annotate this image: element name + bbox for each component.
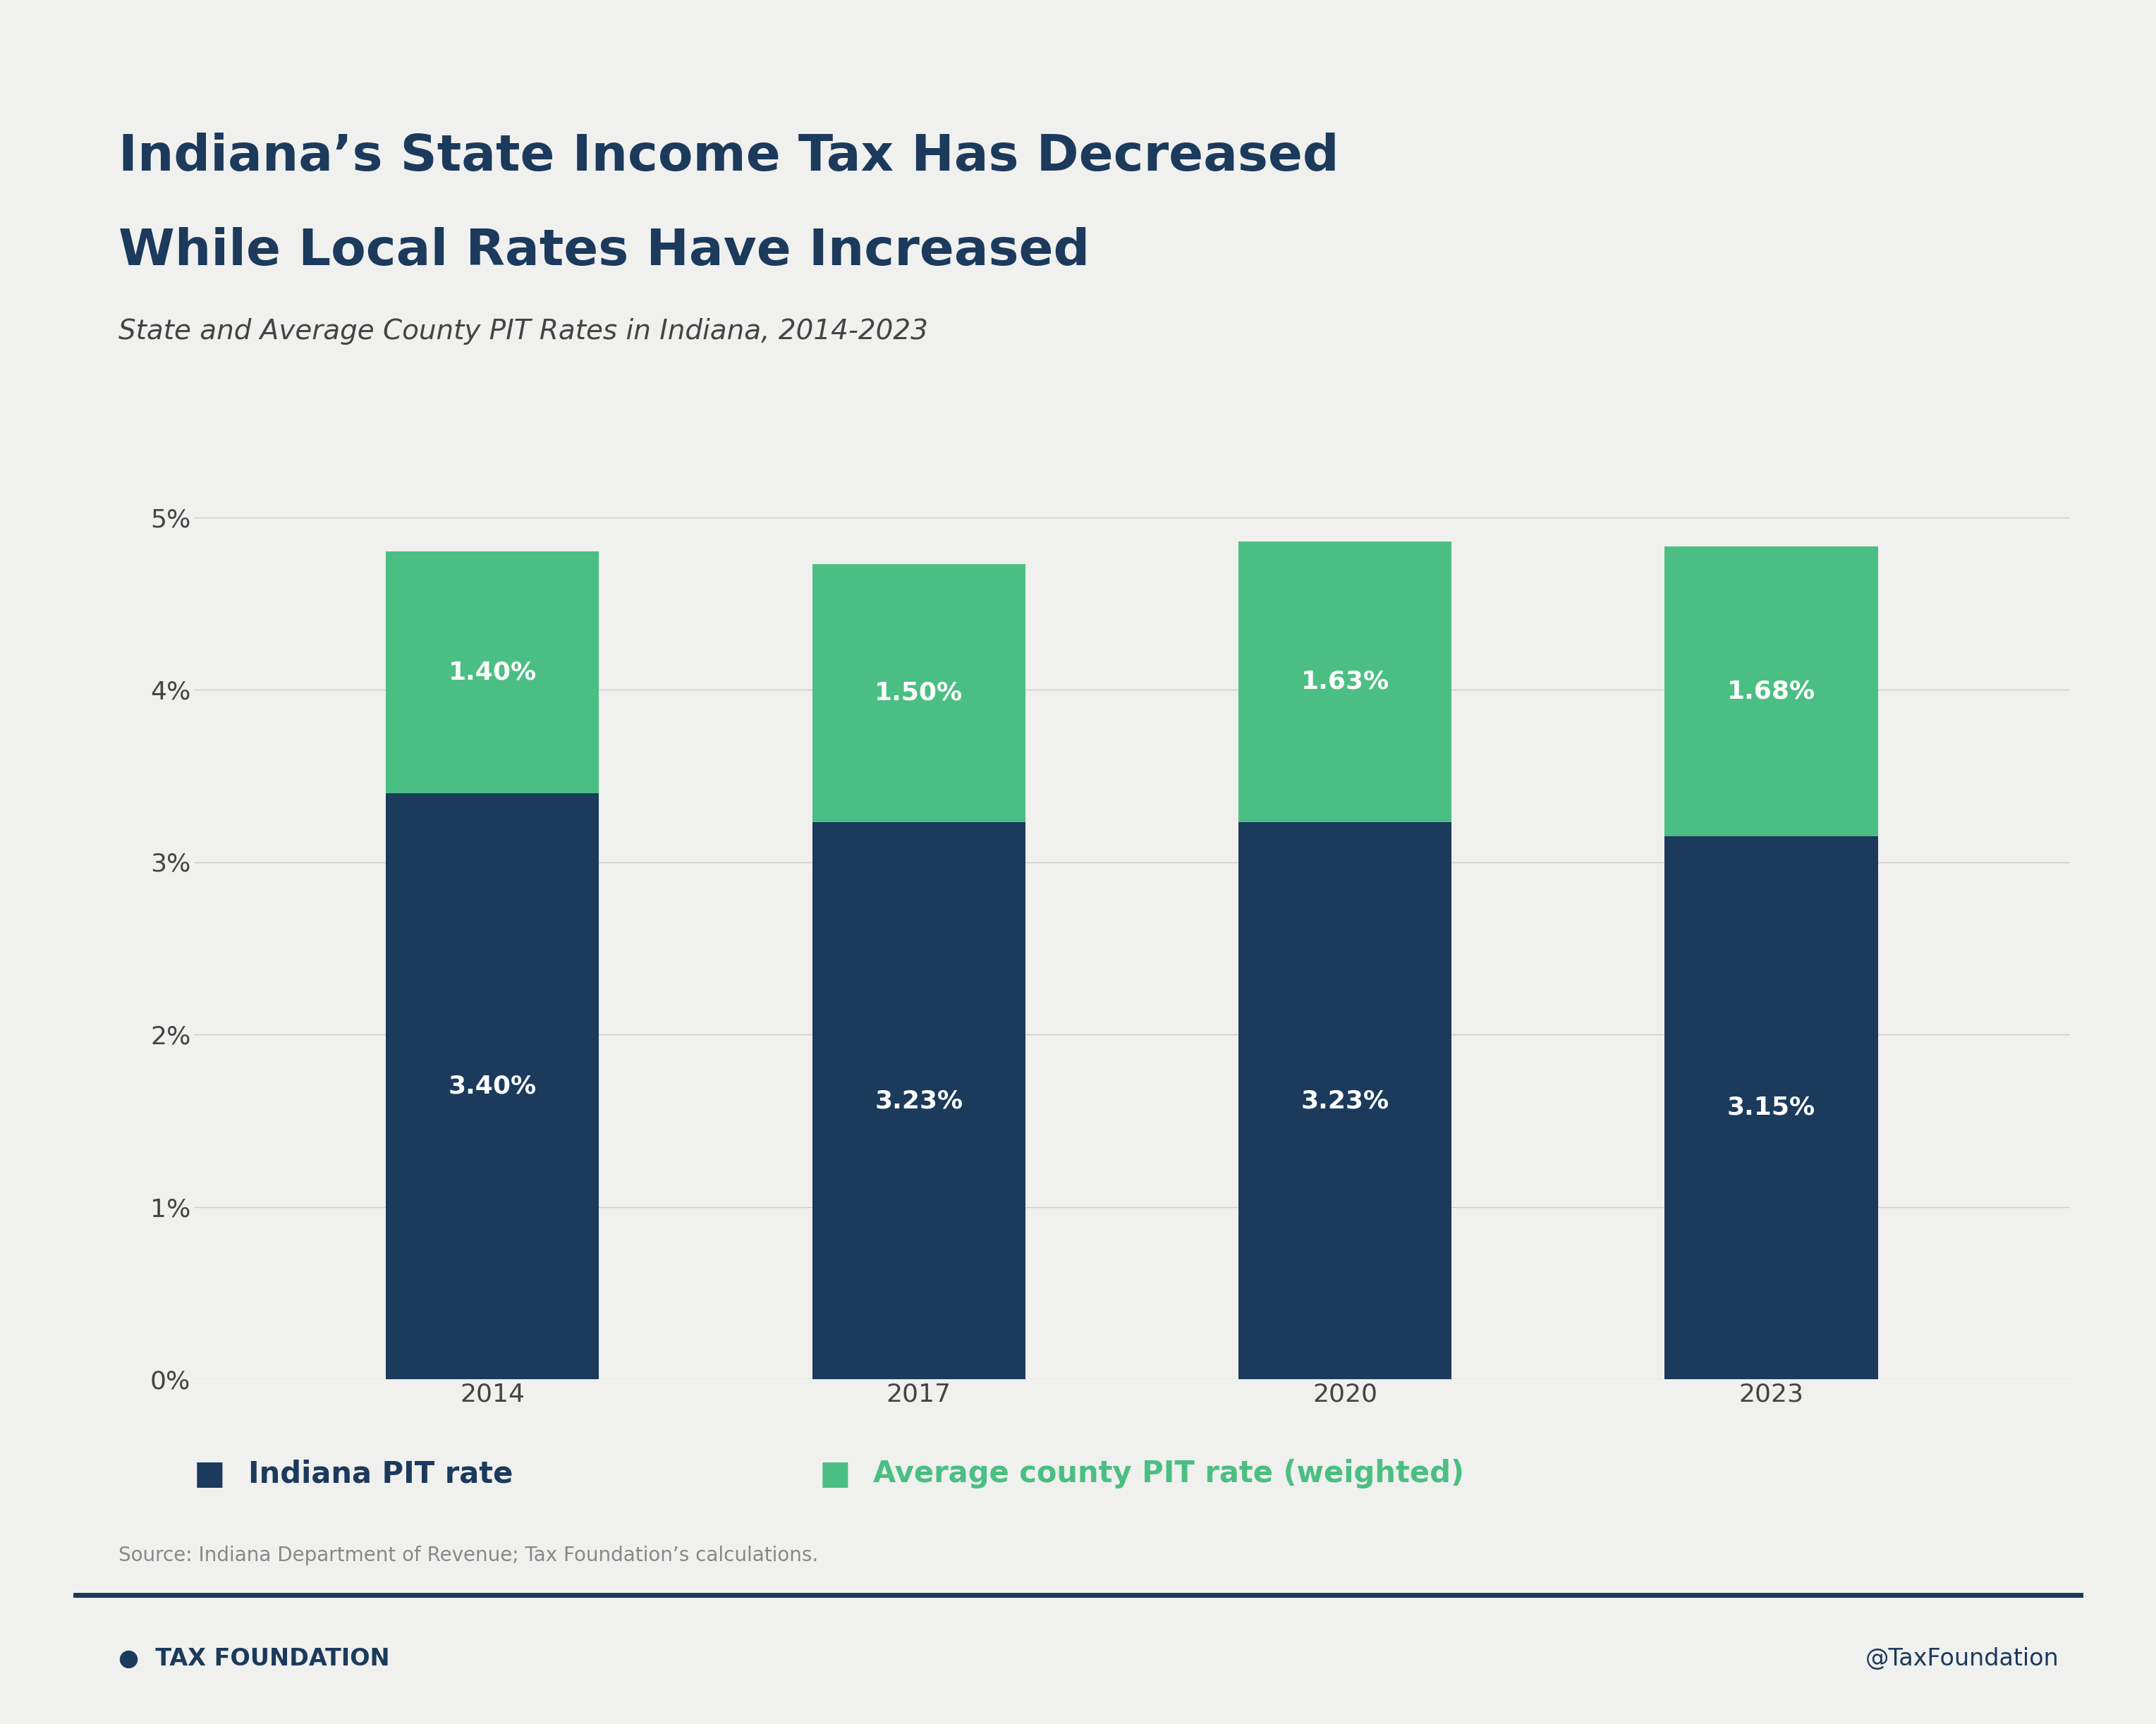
Text: Source: Indiana Department of Revenue; Tax Foundation’s calculations.: Source: Indiana Department of Revenue; T… bbox=[119, 1546, 819, 1565]
Bar bbox=[1664, 836, 1878, 1379]
Text: 3.23%: 3.23% bbox=[1300, 1090, 1388, 1112]
Text: ■: ■ bbox=[819, 1459, 852, 1490]
Bar bbox=[1238, 541, 1451, 822]
Text: 3.40%: 3.40% bbox=[448, 1074, 537, 1098]
Bar bbox=[813, 564, 1026, 822]
Text: While Local Rates Have Increased: While Local Rates Have Increased bbox=[119, 228, 1091, 276]
Text: Average county PIT rate (weighted): Average county PIT rate (weighted) bbox=[873, 1459, 1464, 1490]
Text: 3.23%: 3.23% bbox=[875, 1090, 964, 1112]
Text: 1.40%: 1.40% bbox=[448, 660, 537, 684]
Text: Indiana PIT rate: Indiana PIT rate bbox=[248, 1459, 513, 1490]
Text: ●  TAX FOUNDATION: ● TAX FOUNDATION bbox=[119, 1646, 390, 1671]
Text: 1.63%: 1.63% bbox=[1300, 671, 1388, 693]
Bar bbox=[386, 793, 599, 1379]
Text: ■: ■ bbox=[194, 1459, 226, 1490]
Text: State and Average County PIT Rates in Indiana, 2014-2023: State and Average County PIT Rates in In… bbox=[119, 317, 927, 345]
Text: @TaxFoundation: @TaxFoundation bbox=[1865, 1646, 2059, 1671]
Bar bbox=[813, 822, 1026, 1379]
Bar bbox=[1238, 822, 1451, 1379]
Text: Indiana’s State Income Tax Has Decreased: Indiana’s State Income Tax Has Decreased bbox=[119, 133, 1339, 181]
Text: 1.68%: 1.68% bbox=[1727, 679, 1815, 703]
Text: 3.15%: 3.15% bbox=[1727, 1096, 1815, 1119]
Text: 1.50%: 1.50% bbox=[875, 681, 964, 705]
Bar bbox=[386, 552, 599, 793]
Bar bbox=[1664, 547, 1878, 836]
